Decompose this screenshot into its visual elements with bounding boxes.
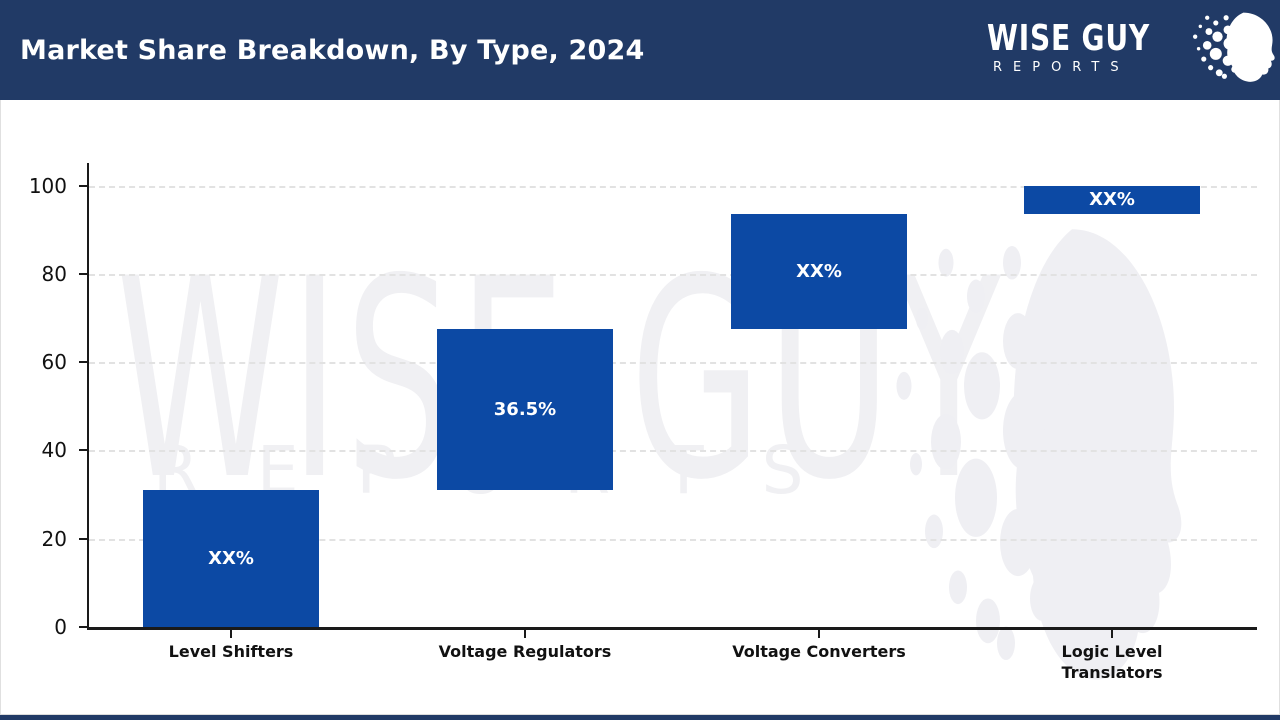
wiseguy-logo: WISE GUY REPORTS [987, 6, 1276, 88]
y-axis-tick [79, 626, 87, 628]
y-axis-tick-label: 40 [41, 438, 67, 463]
x-axis-category-label: Logic Level Translators [1061, 642, 1163, 682]
chart-title: Market Share Breakdown, By Type, 2024 [20, 34, 645, 66]
gridline [89, 273, 1257, 276]
waterfall-bar-segment: XX% [731, 214, 907, 329]
bar-value-label: 36.5% [493, 399, 557, 421]
logo-wordmark-block: WISE GUY REPORTS [986, 17, 1196, 76]
gridline [89, 538, 1257, 541]
y-axis-tick-label: 20 [41, 526, 67, 551]
waterfall-chart: 0 20 40 60 80 100 XX% 36.5% XX% XX% Level Shifters… [1, 100, 1279, 715]
header-bar: Market Share Breakdown, By Type, 2024 WI… [0, 0, 1280, 100]
y-axis-tick-label: 80 [41, 261, 67, 286]
y-axis-tick [79, 537, 87, 540]
x-axis-tick [818, 630, 820, 638]
waterfall-bar-segment: XX% [1024, 185, 1200, 215]
y-axis-tick-label: 0 [54, 615, 67, 639]
y-axis-tick [79, 361, 87, 364]
y-axis-tick [79, 184, 87, 187]
footer-bar [0, 714, 1280, 720]
logo-wordmark: WISE GUY [986, 17, 1151, 59]
x-axis-tick [230, 630, 232, 638]
y-axis-tick-label: 60 [41, 350, 67, 375]
waterfall-bar-segment: 36.5% [437, 328, 613, 491]
y-axis-tick [79, 272, 87, 275]
x-axis-category-label: Level Shifters [168, 642, 294, 661]
x-axis-category-label: Voltage Converters [732, 642, 906, 661]
bar-value-label: XX% [208, 548, 254, 570]
logo-subtext: REPORTS [992, 59, 1130, 75]
chart-canvas: WISE GUY REPORTS 020406080100XX%36.5%XX%… [0, 100, 1280, 715]
bar-value-label: XX% [796, 261, 842, 283]
x-axis-line [87, 627, 1257, 630]
x-axis-tick [1111, 630, 1113, 638]
bar-value-label: XX% [1089, 189, 1135, 211]
watermark-face-icon [886, 218, 1186, 688]
x-axis-tick [524, 630, 526, 638]
gridline [89, 185, 1257, 188]
logo-head-icon [1190, 6, 1276, 88]
y-axis-tick [79, 449, 87, 452]
x-axis-category-label: Voltage Regulators [438, 642, 612, 661]
y-axis-line [87, 163, 89, 630]
y-axis-tick-label: 100 [28, 173, 67, 198]
waterfall-bar-segment: XX% [143, 490, 319, 627]
gridline [89, 362, 1257, 365]
gridline [89, 450, 1257, 453]
